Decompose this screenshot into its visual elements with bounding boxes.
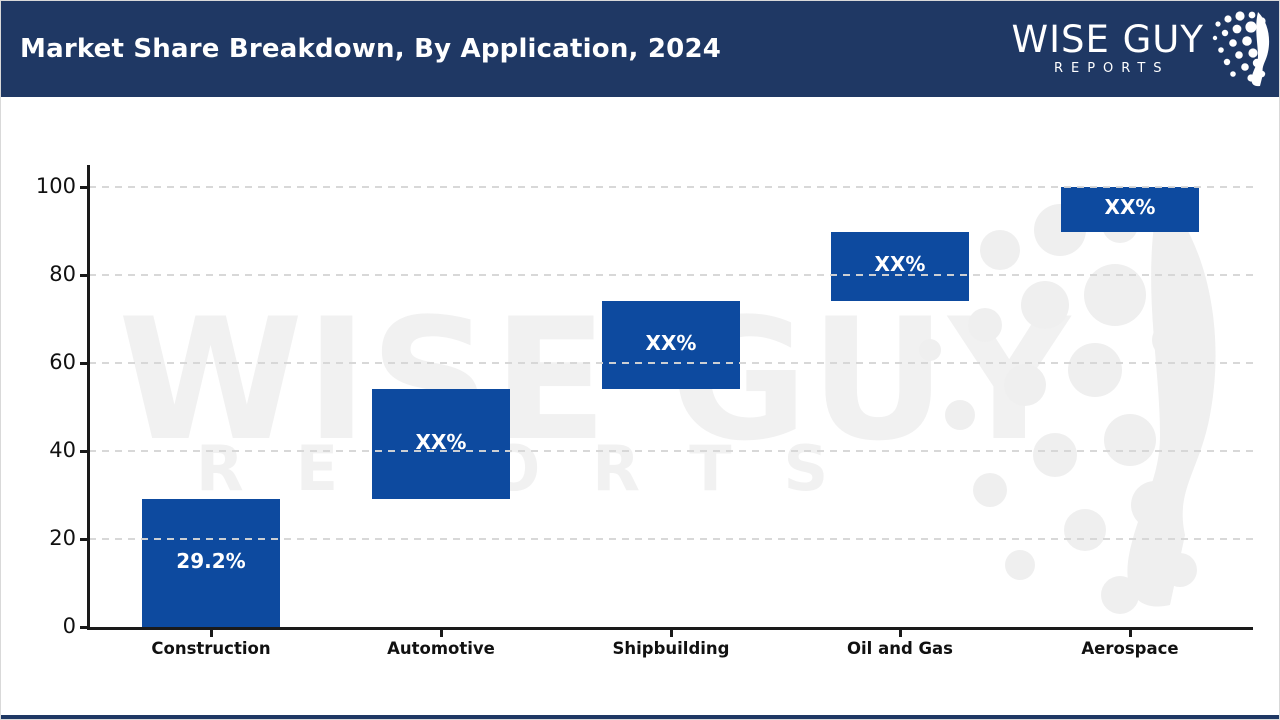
- y-tick-mark: [80, 538, 88, 541]
- y-tick-mark: [80, 626, 88, 629]
- x-tick-mark: [210, 629, 213, 637]
- x-category-label: Construction: [151, 639, 271, 658]
- bar-value-label: XX%: [645, 330, 697, 355]
- wise-guy-logo-text: WISE GUY REPORTS: [1011, 18, 1204, 77]
- bar-value-label: 29.2%: [176, 548, 246, 573]
- bar-shipbuilding: [602, 300, 740, 389]
- bar-oil-and-gas: [831, 231, 969, 301]
- page-title: Market Share Breakdown, By Application, …: [20, 33, 722, 64]
- footer-bar: [0, 715, 1280, 720]
- x-tick-mark: [670, 629, 673, 637]
- y-axis-line: [87, 165, 90, 630]
- watermark-wordmark: WISE GUY: [118, 282, 1073, 478]
- gridline-80: [89, 274, 1253, 276]
- bar-aerospace: [1061, 187, 1199, 232]
- x-tick-mark: [1129, 629, 1132, 637]
- x-tick-mark: [440, 629, 443, 637]
- gridline-60: [89, 362, 1253, 364]
- gridline-40: [89, 450, 1253, 452]
- watermark-subtitle: REPORTS: [196, 432, 881, 505]
- y-tick-mark: [80, 450, 88, 453]
- bar-value-label: XX%: [874, 252, 926, 277]
- x-axis-line: [87, 627, 1253, 630]
- x-category-label: Oil and Gas: [846, 639, 954, 658]
- gridline-100: [89, 186, 1253, 188]
- y-tick-label: 20: [49, 526, 76, 550]
- chart-header: Market Share Breakdown, By Application, …: [0, 0, 1280, 97]
- gridline-20: [89, 538, 1253, 540]
- y-tick-label: 80: [49, 262, 76, 286]
- y-tick-mark: [80, 274, 88, 277]
- watermark-face-dots-icon: [919, 190, 1216, 614]
- y-tick-label: 100: [35, 174, 76, 198]
- x-category-label: Shipbuilding: [612, 639, 730, 658]
- y-tick-label: 40: [49, 438, 76, 462]
- y-tick-mark: [80, 362, 88, 365]
- bar-value-label: XX%: [415, 429, 467, 454]
- bar-value-label: XX%: [1104, 195, 1156, 220]
- x-category-label: Aerospace: [1081, 639, 1179, 658]
- logo-wordmark: WISE GUY: [1011, 18, 1204, 61]
- wise-guy-logo: WISE GUY REPORTS: [1012, 8, 1270, 88]
- wise-guy-face-icon: [1212, 11, 1270, 87]
- bar-automotive: [372, 388, 510, 499]
- x-tick-mark: [899, 629, 902, 637]
- x-category-label: Automotive: [387, 639, 495, 658]
- logo-subtitle: REPORTS: [1053, 61, 1170, 76]
- y-tick-mark: [80, 186, 88, 189]
- y-tick-label: 60: [49, 350, 76, 374]
- y-tick-label: 0: [62, 614, 76, 638]
- bar-construction: [142, 498, 280, 627]
